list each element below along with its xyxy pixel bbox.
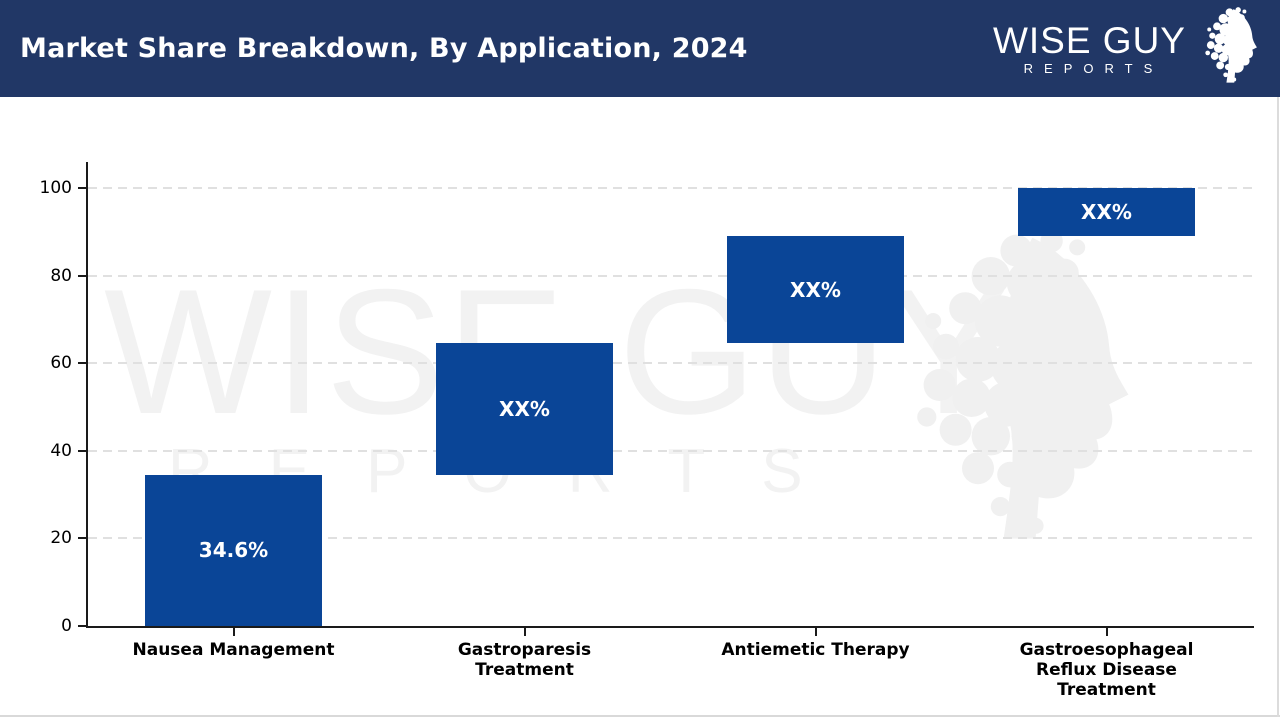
y-tick-label: 60 — [50, 353, 72, 374]
wise-guy-reports-logo: WISE GUY REPORTS — [993, 5, 1268, 93]
y-axis-spine — [86, 162, 88, 628]
gridline-100 — [88, 187, 1252, 190]
x-tick — [814, 628, 817, 636]
x-category-label: Gastroparesis Treatment — [457, 640, 592, 680]
y-tick — [78, 537, 86, 540]
bar-value-label: XX% — [790, 277, 841, 302]
x-tick — [1105, 628, 1108, 636]
x-category-label: Nausea Management — [132, 640, 335, 660]
y-tick — [78, 362, 86, 365]
x-axis-spine — [86, 626, 1254, 628]
logo-name: WISE GUY — [992, 19, 1186, 61]
page-bottom-edge — [0, 715, 1280, 717]
page-right-edge — [1277, 97, 1279, 717]
header-bar: Market Share Breakdown, By Application, … — [0, 0, 1280, 97]
x-tick — [523, 628, 526, 636]
bar-value-label: XX% — [1081, 200, 1132, 225]
y-tick — [78, 625, 86, 627]
chart-canvas: WISE GUY REPORTS 02040608010034.6%Nausea… — [0, 97, 1280, 720]
y-tick-label: 0 — [61, 616, 72, 636]
gridline-80 — [88, 274, 1252, 277]
x-tick — [232, 628, 235, 636]
bar-segment: XX% — [436, 343, 613, 475]
y-tick-label: 40 — [50, 440, 72, 461]
logo-text: WISE GUY REPORTS — [992, 19, 1186, 77]
chart-title: Market Share Breakdown, By Application, … — [20, 33, 748, 64]
y-tick — [78, 274, 86, 277]
gridline-20 — [88, 537, 1252, 540]
y-tick-label: 20 — [50, 528, 72, 549]
bar-value-label: XX% — [499, 396, 550, 421]
gridline-40 — [88, 449, 1252, 452]
logo-subtitle: REPORTS — [1023, 61, 1164, 77]
gridline-60 — [88, 362, 1252, 365]
x-category-label: Gastroesophageal Reflux Disease Treatmen… — [1019, 640, 1194, 700]
y-tick-label: 80 — [50, 265, 72, 286]
bar-segment: XX% — [1018, 188, 1195, 237]
dotted-head-profile-icon — [1205, 7, 1257, 83]
y-tick — [78, 187, 86, 190]
y-tick-label: 100 — [39, 178, 72, 199]
bar-value-label: 34.6% — [198, 538, 269, 563]
bar-segment: 34.6% — [145, 474, 322, 626]
x-category-label: Antiemetic Therapy — [721, 640, 910, 660]
bar-segment: XX% — [727, 236, 904, 344]
plot-area: 0 20 40 60 80 100 34.6% Nausea Management XX% Gas… — [40, 162, 1254, 700]
y-tick — [78, 449, 86, 452]
